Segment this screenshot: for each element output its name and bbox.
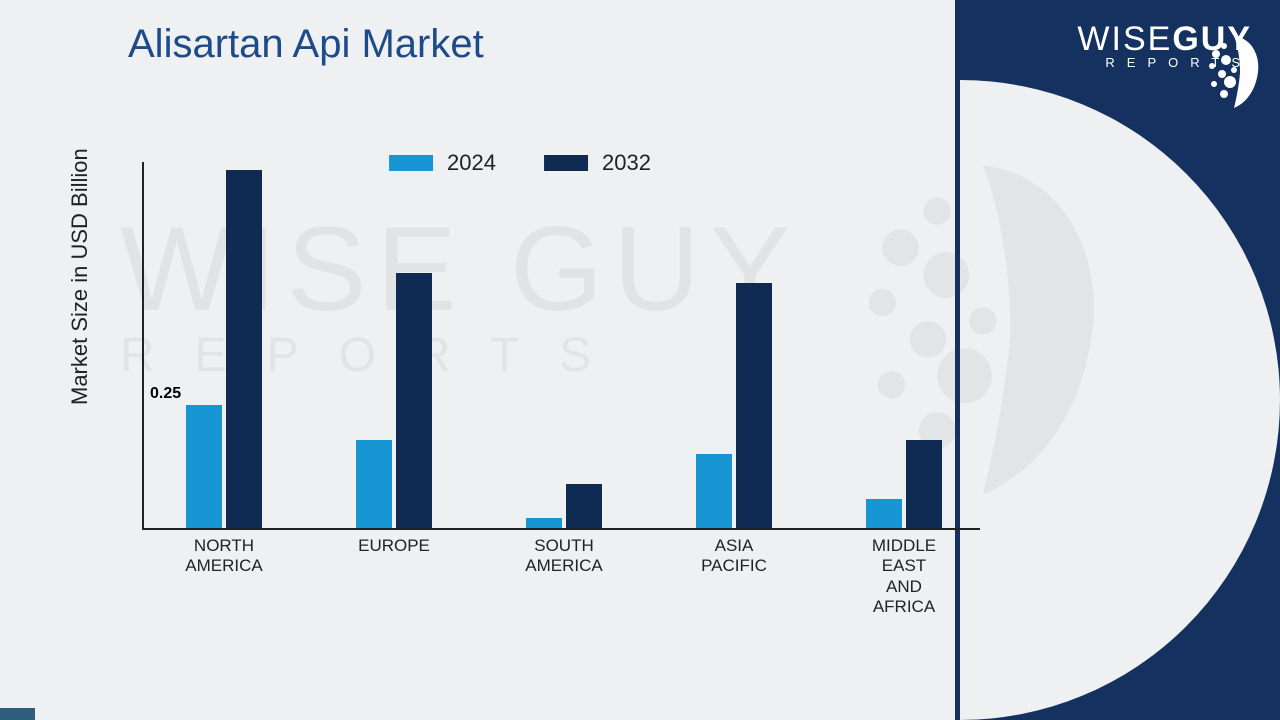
category-label: NORTH AMERICA (185, 536, 262, 577)
category-group: ASIA PACIFIC (696, 283, 772, 528)
bar-v2024 (866, 499, 902, 528)
category-group: MIDDLE EAST AND AFRICA (866, 440, 942, 528)
y-axis-label: Market Size in USD Billion (67, 148, 93, 405)
category-group: NORTH AMERICA (186, 170, 262, 528)
category-group: EUROPE (356, 273, 432, 528)
bar-v2024 (356, 440, 392, 528)
logo-wise: WISE (1077, 20, 1172, 58)
bar-chart: 20242032 Market Size in USD Billion 0.25… (60, 150, 980, 660)
plot-area: 0.25 NORTH AMERICA EUROPE SOUTH AMERICA ASIA… (142, 162, 980, 530)
brand-logo: WISEGUY REPORTS (1077, 20, 1252, 70)
bar-v2024 (696, 454, 732, 528)
bar-v2032 (736, 283, 772, 528)
bar-v2024 (526, 518, 562, 528)
bar-v2032 (396, 273, 432, 528)
category-label: EUROPE (358, 536, 430, 556)
category-label: SOUTH AMERICA (525, 536, 602, 577)
y-tick-label: 0.25 (150, 385, 181, 403)
bar-v2024 (186, 405, 222, 528)
bar-v2032 (566, 484, 602, 528)
bar-v2032 (226, 170, 262, 528)
category-label: ASIA PACIFIC (701, 536, 767, 577)
logo-head-icon (1194, 32, 1264, 112)
category-label: MIDDLE EAST AND AFRICA (872, 536, 936, 618)
category-group: SOUTH AMERICA (526, 484, 602, 528)
chart-title: Alisartan Api Market (128, 22, 484, 67)
stage: WISEGUY REPORTS Alisartan Api Market WIS… (0, 0, 1280, 720)
footer-accent-bar (0, 708, 35, 720)
bar-v2032 (906, 440, 942, 528)
